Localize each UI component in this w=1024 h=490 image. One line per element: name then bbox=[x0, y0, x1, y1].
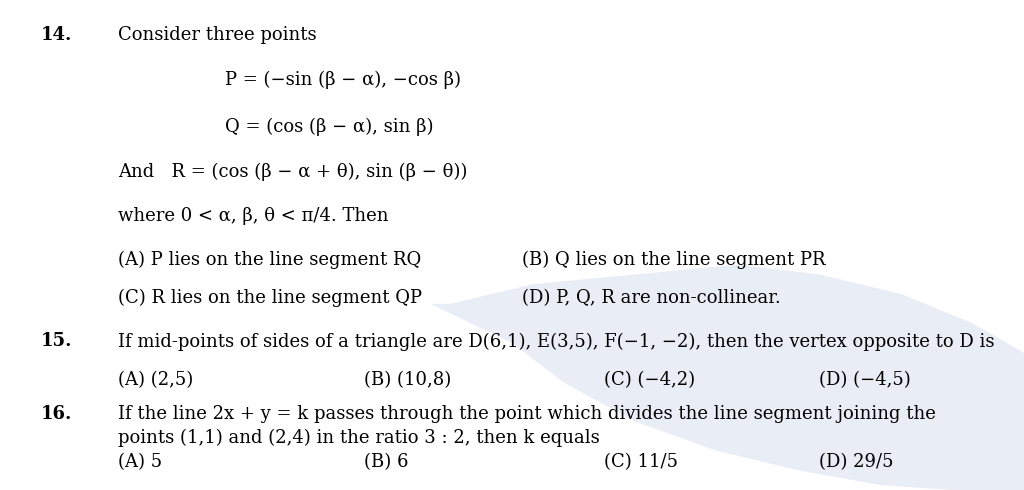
Text: If the line 2x + y = k passes through the point which divides the line segment j: If the line 2x + y = k passes through th… bbox=[118, 405, 936, 423]
Text: (C) R lies on the line segment QP: (C) R lies on the line segment QP bbox=[118, 289, 422, 307]
Polygon shape bbox=[430, 265, 1024, 490]
Text: (A) (2,5): (A) (2,5) bbox=[118, 371, 193, 389]
Text: And   R = (cos (β − α + θ), sin (β − θ)): And R = (cos (β − α + θ), sin (β − θ)) bbox=[118, 163, 467, 181]
Text: (B) 6: (B) 6 bbox=[364, 453, 408, 471]
Text: (D) P, Q, R are non-collinear.: (D) P, Q, R are non-collinear. bbox=[522, 289, 781, 307]
Text: 16.: 16. bbox=[41, 405, 73, 423]
Text: 14.: 14. bbox=[41, 26, 73, 44]
Text: (B) Q lies on the line segment PR: (B) Q lies on the line segment PR bbox=[522, 251, 825, 269]
Text: 15.: 15. bbox=[41, 332, 73, 350]
Text: points (1,1) and (2,4) in the ratio 3 : 2, then k equals: points (1,1) and (2,4) in the ratio 3 : … bbox=[118, 429, 599, 447]
Text: (B) (10,8): (B) (10,8) bbox=[364, 371, 451, 389]
Text: (A) 5: (A) 5 bbox=[118, 453, 162, 471]
Text: (C) (−4,2): (C) (−4,2) bbox=[604, 371, 695, 389]
Text: If mid-points of sides of a triangle are D(6,1), E(3,5), F(−1, −2), then the ver: If mid-points of sides of a triangle are… bbox=[118, 332, 994, 350]
Text: P = (−sin (β − α), −cos β): P = (−sin (β − α), −cos β) bbox=[225, 71, 461, 89]
Text: (C) 11/5: (C) 11/5 bbox=[604, 453, 678, 471]
Text: Q = (cos (β − α), sin β): Q = (cos (β − α), sin β) bbox=[225, 118, 434, 136]
Text: (A) P lies on the line segment RQ: (A) P lies on the line segment RQ bbox=[118, 251, 421, 269]
Text: where 0 < α, β, θ < π/4. Then: where 0 < α, β, θ < π/4. Then bbox=[118, 207, 388, 225]
Text: (D) (−4,5): (D) (−4,5) bbox=[819, 371, 911, 389]
Text: (D) 29/5: (D) 29/5 bbox=[819, 453, 894, 471]
Text: Consider three points: Consider three points bbox=[118, 26, 316, 44]
